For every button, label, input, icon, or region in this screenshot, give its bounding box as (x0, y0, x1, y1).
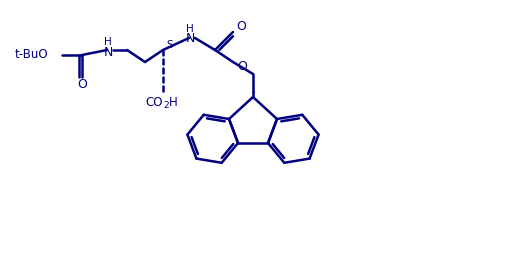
Text: S: S (166, 40, 173, 50)
Text: CO: CO (145, 97, 162, 109)
Text: O: O (236, 20, 246, 33)
Text: O: O (77, 78, 87, 90)
Text: N: N (185, 32, 195, 45)
Text: H: H (169, 97, 178, 109)
Text: H: H (104, 37, 112, 47)
Text: N: N (103, 45, 113, 59)
Text: H: H (186, 24, 194, 34)
Text: O: O (237, 59, 247, 73)
Text: t-BuO: t-BuO (15, 49, 49, 61)
Text: 2: 2 (163, 102, 169, 110)
